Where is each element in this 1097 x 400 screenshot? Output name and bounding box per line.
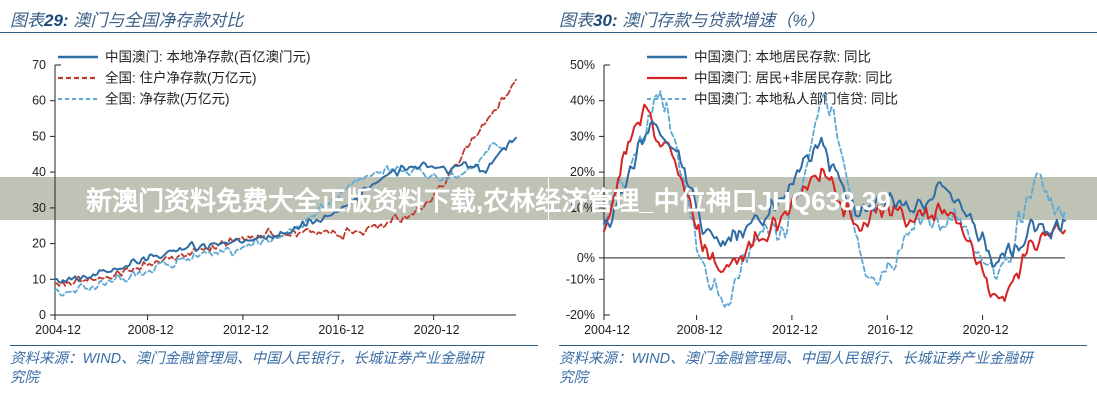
svg-text:全国: 净存款(万亿元): 全国: 净存款(万亿元) <box>105 91 230 107</box>
svg-text:30%: 30% <box>570 129 595 143</box>
svg-text:40: 40 <box>32 165 46 179</box>
svg-text:中国澳门: 本地居民存款: 同比: 中国澳门: 本地居民存款: 同比 <box>694 50 871 65</box>
svg-text:0: 0 <box>39 308 46 322</box>
svg-text:2020-12: 2020-12 <box>414 323 460 337</box>
svg-text:全国: 住户净存款(万亿元): 全国: 住户净存款(万亿元) <box>105 70 257 86</box>
svg-text:10: 10 <box>32 272 46 286</box>
svg-text:20%: 20% <box>570 165 595 179</box>
svg-text:40%: 40% <box>570 94 595 108</box>
svg-text:20: 20 <box>32 237 46 251</box>
svg-text:2020-12: 2020-12 <box>963 323 1009 337</box>
svg-text:中国澳门: 本地净存款(百亿澳门元): 中国澳门: 本地净存款(百亿澳门元) <box>105 50 311 65</box>
svg-text:2016-12: 2016-12 <box>867 323 913 337</box>
svg-text:70: 70 <box>32 58 46 72</box>
svg-text:中国澳门: 居民+非居民存款: 同比: 中国澳门: 居民+非居民存款: 同比 <box>694 71 892 86</box>
svg-text:0%: 0% <box>577 251 595 265</box>
svg-text:30: 30 <box>32 201 46 215</box>
svg-text:60: 60 <box>32 94 46 108</box>
svg-text:2004-12: 2004-12 <box>35 323 81 337</box>
svg-text:-20%: -20% <box>566 308 595 322</box>
svg-text:中国澳门: 本地私人部门信贷: 同比: 中国澳门: 本地私人部门信贷: 同比 <box>694 92 898 107</box>
svg-text:2008-12: 2008-12 <box>128 323 174 337</box>
svg-text:-10%: -10% <box>566 272 595 286</box>
svg-text:2008-12: 2008-12 <box>677 323 723 337</box>
svg-text:2012-12: 2012-12 <box>223 323 269 337</box>
svg-text:2016-12: 2016-12 <box>318 323 364 337</box>
svg-text:2004-12: 2004-12 <box>584 323 630 337</box>
svg-text:50: 50 <box>32 129 46 143</box>
svg-text:2012-12: 2012-12 <box>772 323 818 337</box>
svg-text:50%: 50% <box>570 58 595 72</box>
